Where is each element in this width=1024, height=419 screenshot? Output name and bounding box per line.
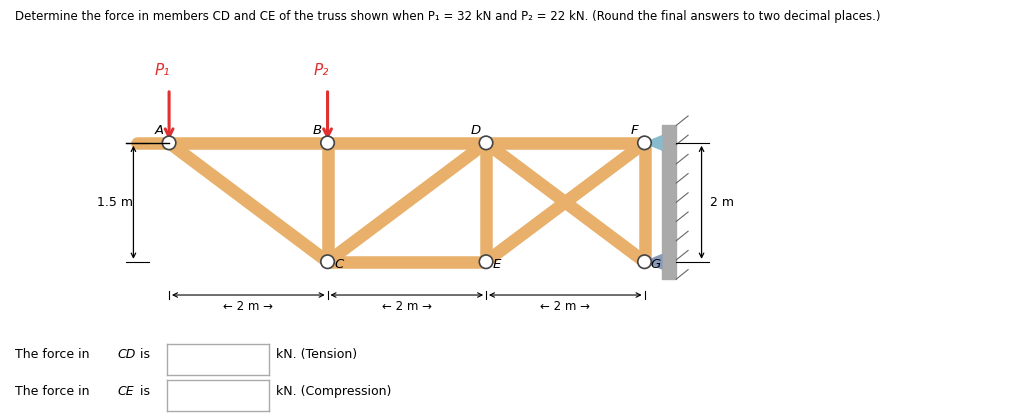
Text: is: is: [136, 347, 151, 361]
Text: P₂: P₂: [313, 63, 329, 78]
Text: Determine the force in members CD and CE of the truss shown when P₁ = 32 kN and : Determine the force in members CD and CE…: [15, 10, 881, 23]
Circle shape: [163, 136, 176, 150]
Text: The force in: The force in: [15, 385, 94, 398]
Text: G: G: [650, 259, 660, 272]
Text: kN. (Tension): kN. (Tension): [276, 347, 357, 361]
Text: B: B: [312, 124, 322, 137]
Bar: [662, 125, 676, 279]
Text: E: E: [493, 259, 502, 272]
Circle shape: [638, 255, 651, 269]
Text: ← 2 m →: ← 2 m →: [223, 300, 273, 313]
Text: CE: CE: [118, 385, 134, 398]
Circle shape: [638, 136, 651, 150]
Text: The force in: The force in: [15, 347, 94, 361]
Circle shape: [321, 136, 334, 150]
Text: 1.5 m: 1.5 m: [97, 196, 133, 209]
Text: CD: CD: [118, 347, 136, 361]
Text: kN. (Compression): kN. (Compression): [276, 385, 392, 398]
Text: D: D: [471, 124, 481, 137]
Text: A: A: [155, 124, 164, 137]
Text: 2 m: 2 m: [711, 196, 734, 209]
Circle shape: [479, 255, 493, 269]
Text: ← 2 m →: ← 2 m →: [382, 300, 432, 313]
Text: P₁: P₁: [155, 63, 170, 78]
Polygon shape: [644, 136, 662, 150]
Text: F: F: [631, 124, 638, 137]
Polygon shape: [644, 255, 662, 269]
Circle shape: [321, 255, 334, 269]
Text: C: C: [334, 259, 343, 272]
Text: is: is: [136, 385, 151, 398]
Text: ← 2 m →: ← 2 m →: [541, 300, 590, 313]
Circle shape: [479, 136, 493, 150]
